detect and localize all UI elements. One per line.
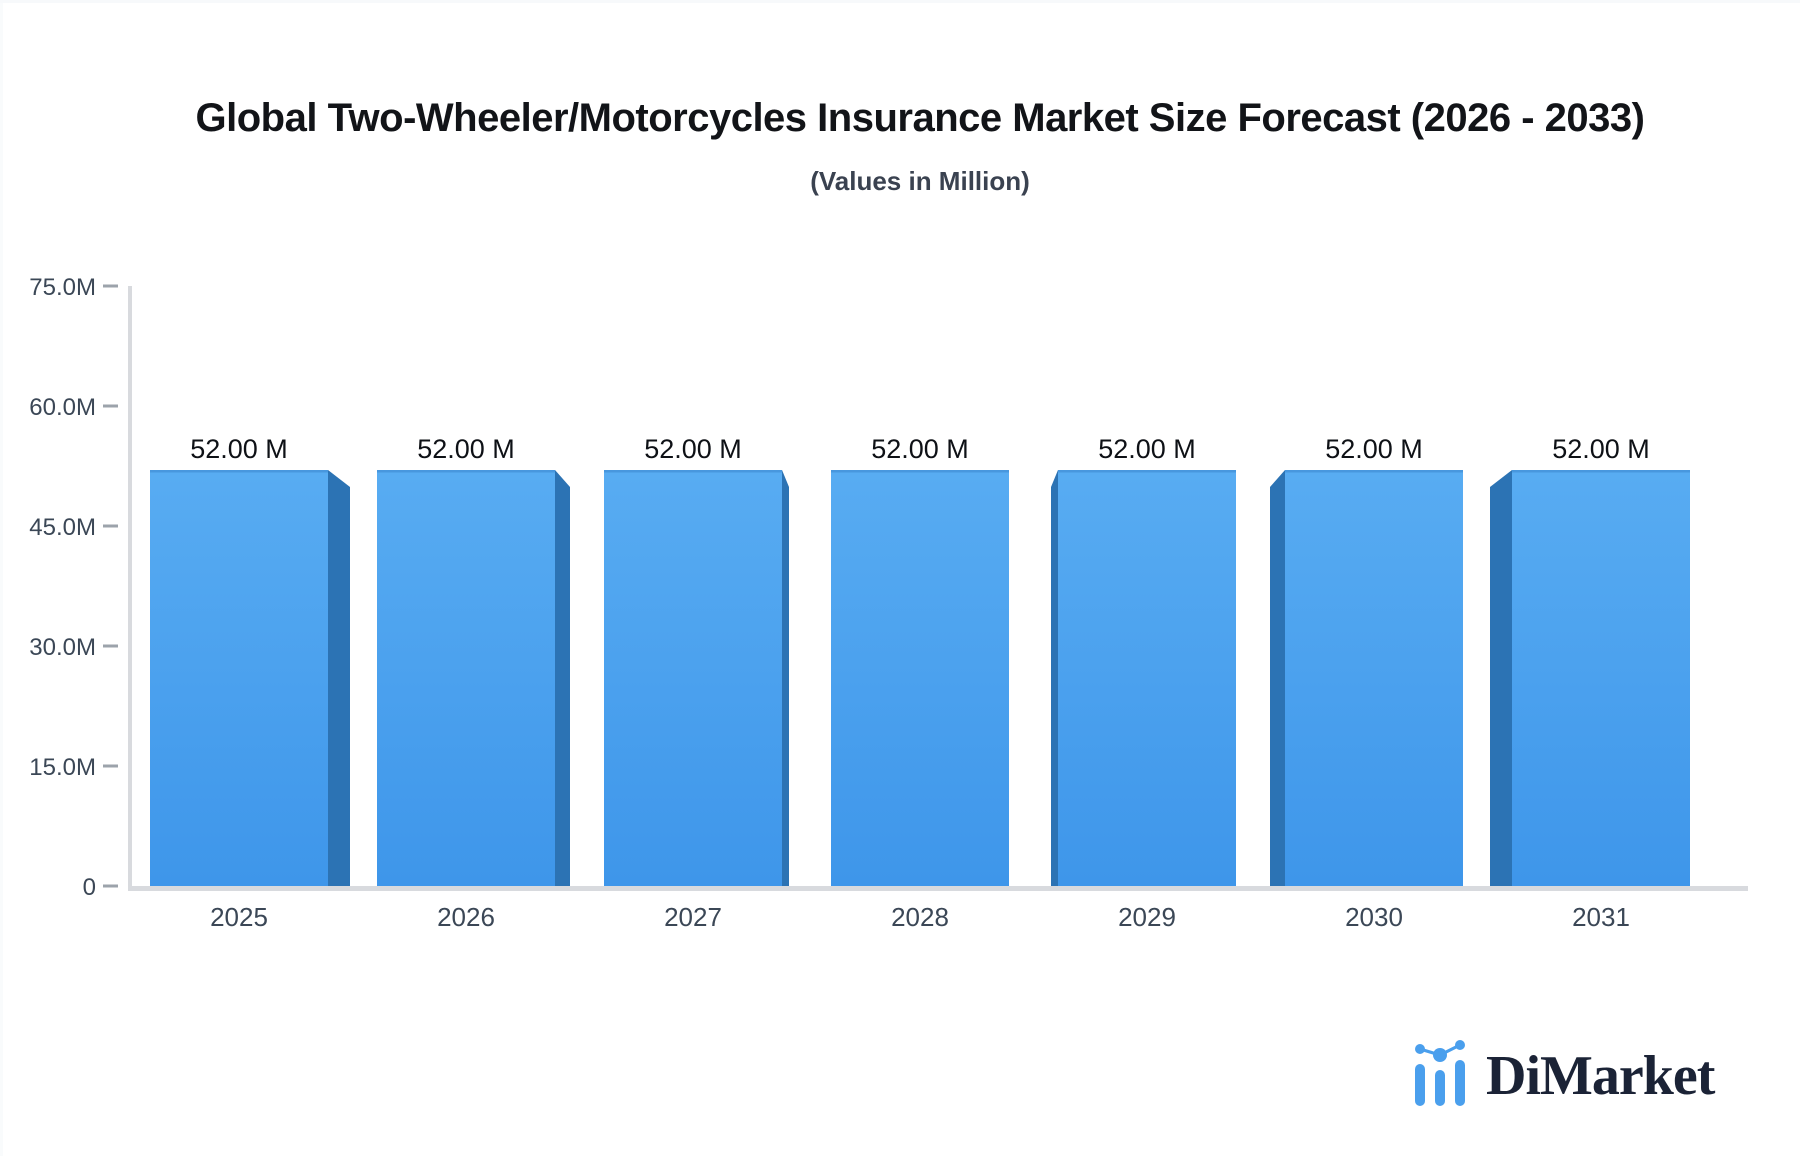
bar-value-label: 52.00 M [1098, 434, 1196, 464]
x-axis-label: 2031 [1572, 902, 1630, 932]
x-axis-line [128, 886, 1748, 891]
y-axis-tick [103, 884, 118, 888]
bar-top-edge [377, 470, 555, 473]
bar-2027[interactable] [604, 470, 782, 886]
bar-side-face [782, 470, 789, 886]
bar-value-label: 52.00 M [1325, 434, 1423, 464]
bar-side-face [1490, 470, 1512, 886]
bar-top-edge [831, 470, 1009, 473]
bar-2028[interactable] [831, 470, 1009, 886]
y-axis-tick [103, 284, 118, 288]
bar-side-face [555, 470, 570, 886]
y-axis-tick-label: 45.0M [29, 514, 96, 541]
y-axis-tick-label: 30.0M [29, 634, 96, 661]
labels-group: 0 15.0M 30.0M 45.0M 60.0M 75.0M 52.00 M 2025 52.… [29, 274, 1649, 932]
x-axis-label: 2025 [210, 902, 268, 932]
bar-side-face [328, 470, 350, 886]
bar-side-face [1051, 470, 1058, 886]
y-axis-tick-label: 60.0M [29, 394, 96, 421]
bar-top-edge [1512, 470, 1690, 473]
bar-top-edge [1058, 470, 1236, 473]
bar-side-face [1270, 470, 1285, 886]
x-axis-label: 2030 [1345, 902, 1403, 932]
y-axis-tick-label: 0 [83, 874, 96, 901]
bar-2031[interactable] [1512, 470, 1690, 886]
x-axis-label: 2029 [1118, 902, 1176, 932]
y-axis-line [128, 286, 132, 886]
x-axis-label: 2026 [437, 902, 495, 932]
y-axis-tick-label: 15.0M [29, 754, 96, 781]
bar-value-label: 52.00 M [644, 434, 742, 464]
logo-bar-chart-icon [1415, 1040, 1465, 1106]
chart-subtitle: (Values in Million) [810, 166, 1030, 196]
bar-value-label: 52.00 M [871, 434, 969, 464]
bar-2026[interactable] [377, 470, 555, 886]
y-axis-tick [103, 644, 118, 648]
bar-2030[interactable] [1285, 470, 1463, 886]
chart-title: Global Two-Wheeler/Motorcycles Insurance… [195, 96, 1645, 140]
x-axis-label: 2027 [664, 902, 722, 932]
bar-value-label: 52.00 M [417, 434, 515, 464]
axes [103, 284, 1748, 891]
logo-text: DiMarket [1486, 1045, 1715, 1107]
dimarket-logo: DiMarket [1414, 1040, 1715, 1107]
y-axis-tick [103, 404, 118, 408]
bar-value-label: 52.00 M [190, 434, 288, 464]
bar-top-edge [150, 470, 328, 473]
y-axis-tick [103, 764, 118, 768]
bar-top-edge [604, 470, 782, 473]
y-axis-tick [103, 524, 118, 528]
bar-value-label: 52.00 M [1552, 434, 1650, 464]
bars-group [150, 470, 1690, 886]
x-axis-label: 2028 [891, 902, 949, 932]
y-axis-tick-label: 75.0M [29, 274, 96, 301]
bar-2029[interactable] [1058, 470, 1236, 886]
bar-top-edge [1285, 470, 1463, 473]
bar-2025[interactable] [150, 470, 328, 886]
